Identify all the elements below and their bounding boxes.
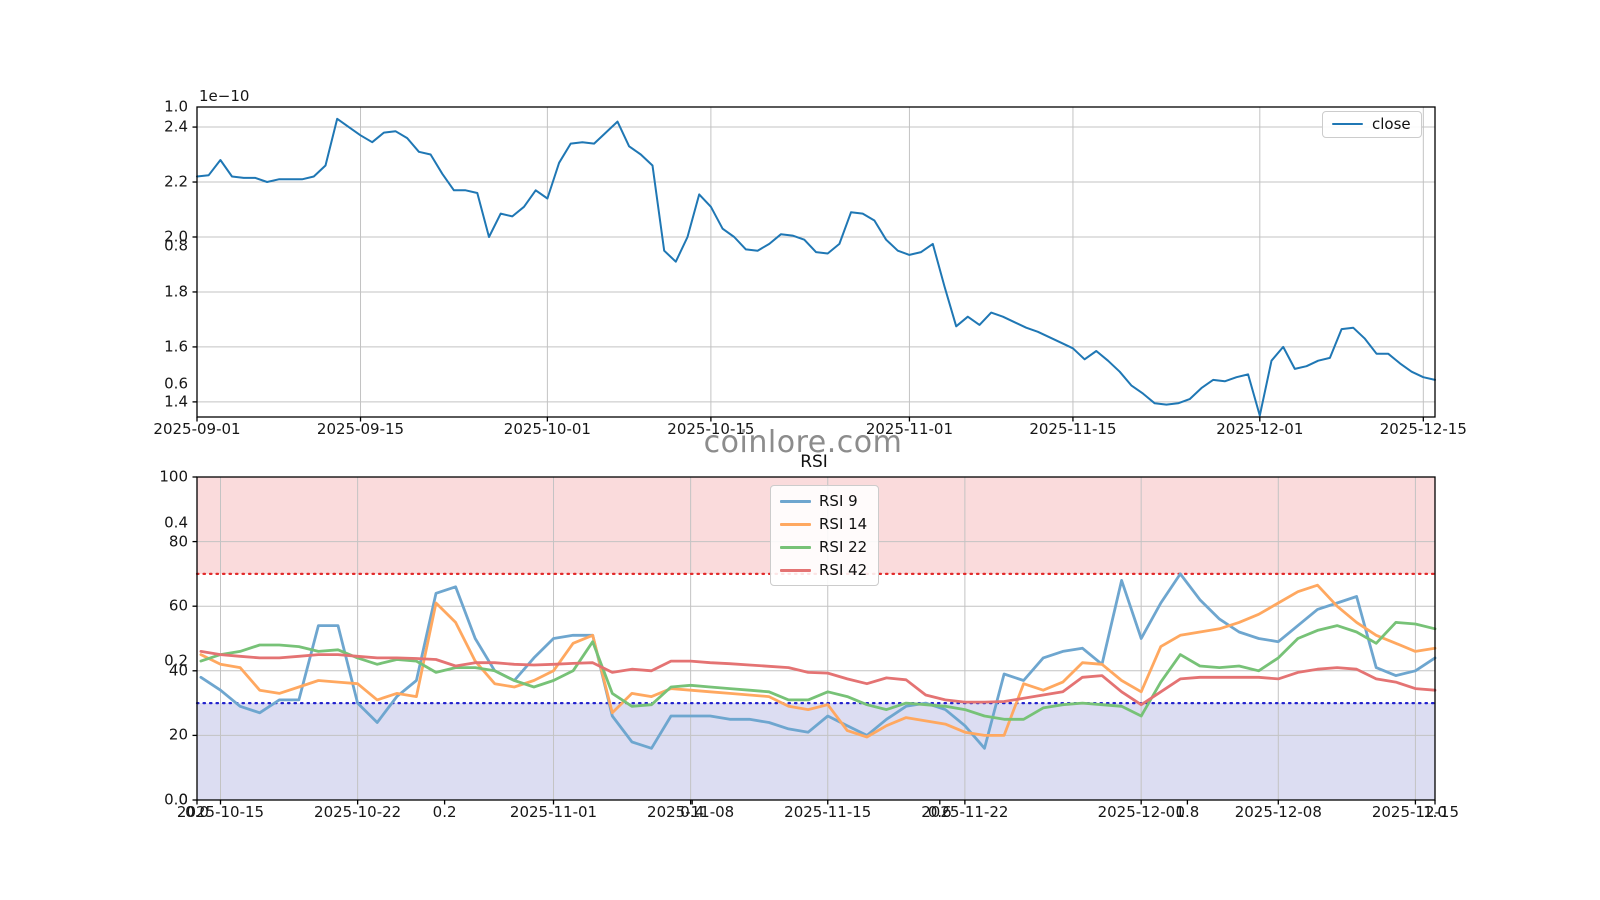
rsi42-legend-label: RSI 42 bbox=[819, 561, 868, 579]
price-x-tick-label: 2025-09-01 bbox=[153, 420, 241, 438]
price-y-tick-label: 1.4 bbox=[164, 392, 188, 411]
hidden-axis-y-label: 0.4 bbox=[164, 513, 188, 532]
price-y-tick-label: 1.6 bbox=[164, 337, 188, 356]
price-x-tick-label: 2025-09-15 bbox=[316, 420, 405, 438]
watermark: coinlore.com bbox=[703, 425, 903, 460]
rsi9-legend-label: RSI 9 bbox=[819, 492, 858, 510]
hidden-axis-x-label: 0.0 bbox=[185, 803, 209, 821]
price-x-tick-label: 2025-10-15 bbox=[667, 420, 755, 438]
rsi-series-lines bbox=[199, 572, 1437, 750]
hidden-axis-y-label: 0.2 bbox=[164, 651, 188, 670]
rsi14-line-sample bbox=[780, 522, 811, 526]
hidden-axis-y-label: 0.8 bbox=[164, 236, 188, 255]
close-line-sample bbox=[1332, 123, 1363, 125]
rsi-x-tick-label: 2025-11-08 bbox=[647, 803, 735, 821]
rsi-y-tick-label: 20 bbox=[168, 725, 188, 744]
rsi-y-tick-label: 0 bbox=[178, 790, 188, 809]
close-legend-label: close bbox=[1372, 115, 1411, 133]
price-axes-frame bbox=[192, 106, 1436, 422]
price-x-tick-label: 2025-11-01 bbox=[865, 420, 954, 438]
hidden-axis-y-label: 0.6 bbox=[164, 374, 188, 393]
rsi22-legend-label: RSI 22 bbox=[819, 538, 868, 556]
rsi-x-tick-label: 2025-11-15 bbox=[784, 803, 872, 821]
rsi9-line-sample bbox=[780, 499, 811, 503]
rsi-y-tick-label: 40 bbox=[168, 661, 188, 680]
price-close-line bbox=[196, 117, 1436, 417]
rsi-band-oversold bbox=[197, 703, 1435, 800]
rsi-x-tick-label: 2025-12-08 bbox=[1234, 803, 1322, 821]
hidden-axis-y-label: 0.0 bbox=[164, 790, 188, 809]
rsi-legend: RSI 9 RSI 14 RSI 22 RSI 42 bbox=[770, 485, 880, 586]
price-gridlines bbox=[196, 107, 1435, 417]
rsi-legend-row: RSI 22 bbox=[780, 538, 867, 556]
rsi-axes-frame bbox=[192, 476, 1436, 805]
price-x-tick-label: 2025-12-01 bbox=[1216, 420, 1304, 438]
price-y-tick-label: 2.4 bbox=[164, 117, 188, 136]
rsi42-line-sample bbox=[780, 568, 811, 572]
rsi-x-tick-label: 2025-12-01 bbox=[1097, 803, 1185, 821]
rsi-legend-row: RSI 9 bbox=[780, 492, 867, 510]
price-x-tick-label: 2025-11-15 bbox=[1029, 420, 1117, 438]
price-legend: close bbox=[1322, 111, 1422, 138]
rsi-y-tick-label: 100 bbox=[159, 467, 188, 486]
hidden-axis-x-label: 0.8 bbox=[1175, 803, 1200, 821]
rsi-x-tick-label: 2025-11-22 bbox=[921, 803, 1009, 821]
price-y-tick-label: 2.0 bbox=[164, 227, 188, 246]
rsi-legend-row: RSI 42 bbox=[780, 561, 867, 579]
price-y-tick-label: 1.8 bbox=[164, 282, 188, 301]
rsi-chart-title: RSI bbox=[800, 452, 828, 472]
rsi14-legend-label: RSI 14 bbox=[819, 515, 868, 533]
rsi-y-tick-label: 60 bbox=[168, 596, 188, 615]
hidden-axis-x-label: 1.0 bbox=[1423, 803, 1447, 821]
hidden-axis-y-label: 1.0 bbox=[164, 97, 188, 116]
price-x-tick-label: 2025-12-15 bbox=[1379, 420, 1467, 438]
hidden-axis-x-label: 0.2 bbox=[432, 803, 457, 821]
rsi-legend-row: RSI 14 bbox=[780, 515, 867, 533]
hidden-axis-ticks bbox=[196, 800, 1436, 805]
price-y-tick-label: 2.2 bbox=[164, 172, 188, 191]
y-axis-offset-label: 1e−10 bbox=[199, 87, 250, 105]
rsi-x-tick-label: 2025-12-15 bbox=[1371, 803, 1459, 821]
price-x-tick-label: 2025-10-01 bbox=[503, 420, 591, 438]
rsi-x-tick-label: 2025-10-22 bbox=[314, 803, 402, 821]
rsi22-line-sample bbox=[780, 545, 811, 549]
hidden-axis-x-label: 0.6 bbox=[927, 803, 952, 821]
rsi-x-tick-label: 2025-11-01 bbox=[509, 803, 598, 821]
rsi-y-tick-label: 80 bbox=[168, 532, 188, 551]
rsi-x-tick-label: 2025-10-15 bbox=[176, 803, 265, 821]
rsi-threshold-lines bbox=[195, 572, 1437, 705]
hidden-axis-x-label: 0.4 bbox=[680, 803, 705, 821]
